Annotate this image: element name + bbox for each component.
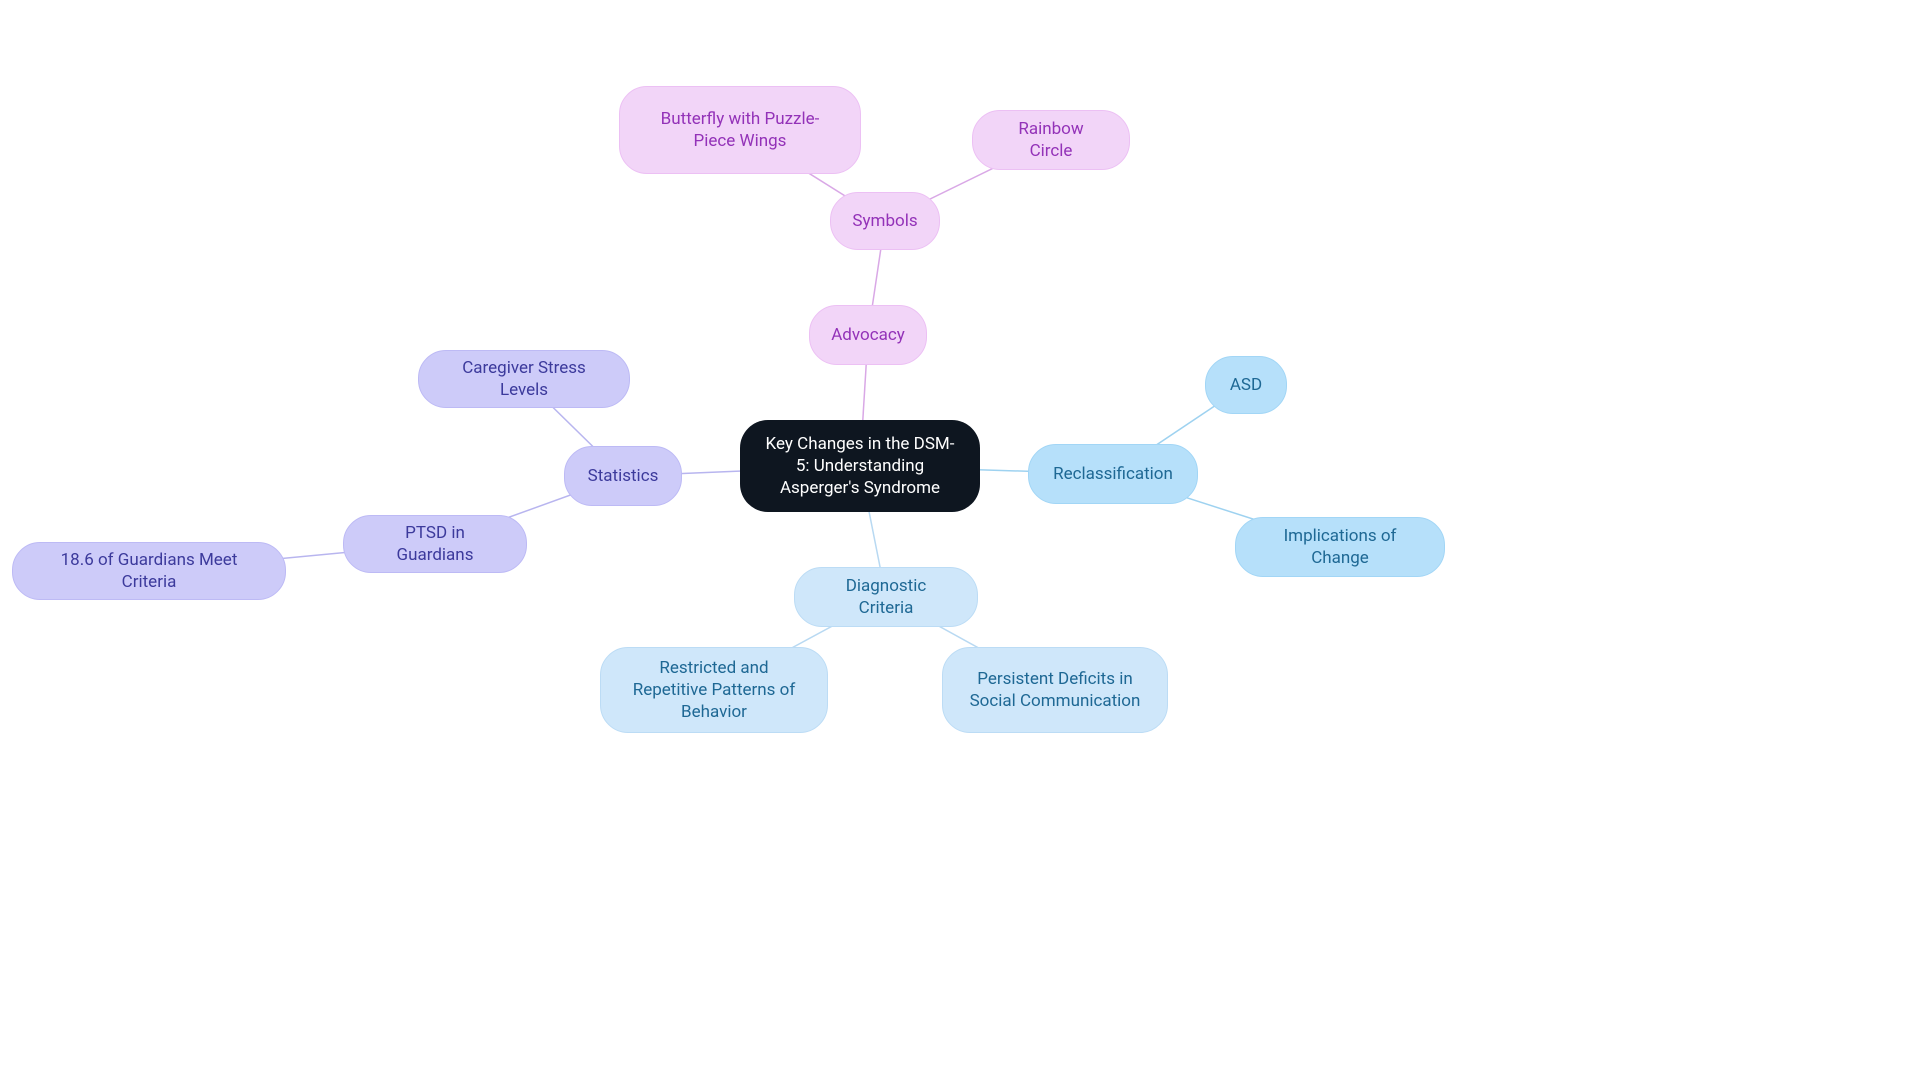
mindmap-node-reclass[interactable]: Reclassification (1028, 444, 1198, 504)
node-label: Advocacy (831, 324, 905, 346)
node-label: Rainbow Circle (995, 118, 1107, 162)
node-label: Reclassification (1053, 463, 1173, 485)
mindmap-node-center[interactable]: Key Changes in the DSM-5: Understanding … (740, 420, 980, 512)
mindmap-node-persistent[interactable]: Persistent Deficits in Social Communicat… (942, 647, 1168, 733)
node-label: Restricted and Repetitive Patterns of Be… (623, 657, 805, 723)
mindmap-node-caregiver[interactable]: Caregiver Stress Levels (418, 350, 630, 408)
node-label: Statistics (588, 465, 659, 487)
node-label: Caregiver Stress Levels (441, 357, 607, 401)
node-label: Diagnostic Criteria (817, 575, 955, 619)
mindmap-node-criteria186[interactable]: 18.6 of Guardians Meet Criteria (12, 542, 286, 600)
node-label: Persistent Deficits in Social Communicat… (965, 668, 1145, 712)
mindmap-node-restricted[interactable]: Restricted and Repetitive Patterns of Be… (600, 647, 828, 733)
mindmap-node-symbols[interactable]: Symbols (830, 192, 940, 250)
mindmap-node-statistics[interactable]: Statistics (564, 446, 682, 506)
node-label: ASD (1230, 374, 1262, 396)
mindmap-node-rainbow[interactable]: Rainbow Circle (972, 110, 1130, 170)
mindmap-node-butterfly[interactable]: Butterfly with Puzzle-Piece Wings (619, 86, 861, 174)
node-label: PTSD in Guardians (366, 522, 504, 566)
mindmap-node-ptsd[interactable]: PTSD in Guardians (343, 515, 527, 573)
node-label: 18.6 of Guardians Meet Criteria (35, 549, 263, 593)
mindmap-node-diagnostic[interactable]: Diagnostic Criteria (794, 567, 978, 627)
node-label: Butterfly with Puzzle-Piece Wings (642, 108, 838, 152)
mindmap-node-implications[interactable]: Implications of Change (1235, 517, 1445, 577)
node-label: Implications of Change (1258, 525, 1422, 569)
node-label: Key Changes in the DSM-5: Understanding … (762, 433, 958, 499)
mindmap-node-advocacy[interactable]: Advocacy (809, 305, 927, 365)
edge-layer (0, 0, 1920, 1083)
mindmap-node-asd[interactable]: ASD (1205, 356, 1287, 414)
node-label: Symbols (852, 210, 917, 232)
